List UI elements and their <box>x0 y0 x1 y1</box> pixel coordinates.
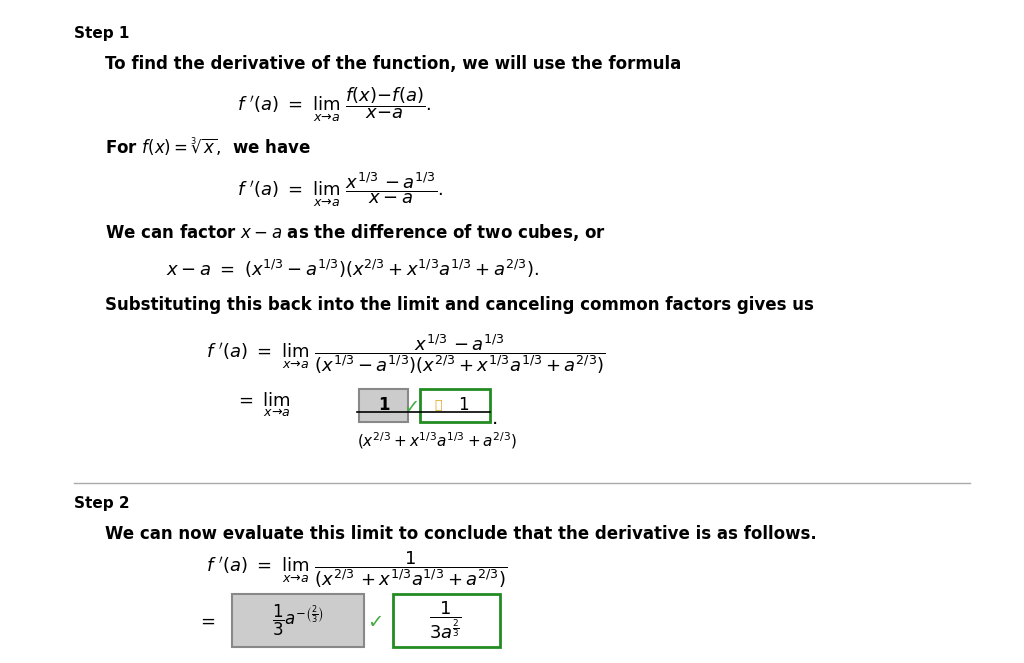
Text: We can now evaluate this limit to conclude that the derivative is as follows.: We can now evaluate this limit to conclu… <box>104 526 816 544</box>
Text: Step 1: Step 1 <box>74 26 129 41</box>
Text: $\dfrac{1}{3a^{\frac{2}{3}}}$: $\dfrac{1}{3a^{\frac{2}{3}}}$ <box>429 600 462 642</box>
Text: $\dfrac{1}{3}a^{-\left(\frac{2}{3}\right)}$: $\dfrac{1}{3}a^{-\left(\frac{2}{3}\right… <box>272 603 325 638</box>
Text: $\checkmark$: $\checkmark$ <box>402 396 418 414</box>
Text: .: . <box>492 409 498 428</box>
Text: $f\ '(a)\ =\ \lim_{x \to a}\ \dfrac{x^{1/3}-a^{1/3}}{x-a}.$: $f\ '(a)\ =\ \lim_{x \to a}\ \dfrac{x^{1… <box>237 171 443 210</box>
Text: $=\ \lim_{x \to a}$: $=\ \lim_{x \to a}$ <box>234 391 291 419</box>
Text: 1: 1 <box>378 396 389 414</box>
Text: $\checkmark$: $\checkmark$ <box>367 611 382 631</box>
Text: $(x^{2/3}+x^{1/3}a^{1/3}+a^{2/3})$: $(x^{2/3}+x^{1/3}a^{1/3}+a^{2/3})$ <box>357 430 517 451</box>
Text: $f\ '(a)\ =\ \lim_{x \to a}\ \dfrac{f(x)-f(a)}{x-a}.$: $f\ '(a)\ =\ \lim_{x \to a}\ \dfrac{f(x)… <box>237 86 431 124</box>
Text: Substituting this back into the limit and canceling common factors gives us: Substituting this back into the limit an… <box>104 296 813 314</box>
Text: $f\ '(a)\ =\ \lim_{x \to a}\ \dfrac{1}{(x^{2/3}+x^{1/3}a^{1/3}+a^{2/3})}$: $f\ '(a)\ =\ \lim_{x \to a}\ \dfrac{1}{(… <box>207 549 508 590</box>
FancyBboxPatch shape <box>420 389 489 422</box>
Text: For $f(x) = \sqrt[3]{x},\,$ we have: For $f(x) = \sqrt[3]{x},\,$ we have <box>104 137 311 158</box>
Text: $f\ '(a)\ =\ \lim_{x \to a}\ \dfrac{x^{1/3}-a^{1/3}}{(x^{1/3}-a^{1/3})(x^{2/3}+x: $f\ '(a)\ =\ \lim_{x \to a}\ \dfrac{x^{1… <box>207 333 606 377</box>
FancyBboxPatch shape <box>231 595 365 647</box>
Text: 🔑: 🔑 <box>434 398 441 412</box>
FancyBboxPatch shape <box>393 595 500 647</box>
Text: $=$: $=$ <box>198 612 216 630</box>
Text: We can factor $x-a$ as the difference of two cubes, or: We can factor $x-a$ as the difference of… <box>104 222 605 243</box>
Text: 1: 1 <box>458 396 468 414</box>
Text: $x-a\ =\ (x^{1/3}-a^{1/3})(x^{2/3}+x^{1/3}a^{1/3}+a^{2/3}).$: $x-a\ =\ (x^{1/3}-a^{1/3})(x^{2/3}+x^{1/… <box>166 258 539 280</box>
FancyBboxPatch shape <box>359 389 409 422</box>
Text: To find the derivative of the function, we will use the formula: To find the derivative of the function, … <box>104 56 681 74</box>
Text: Step 2: Step 2 <box>74 496 130 511</box>
